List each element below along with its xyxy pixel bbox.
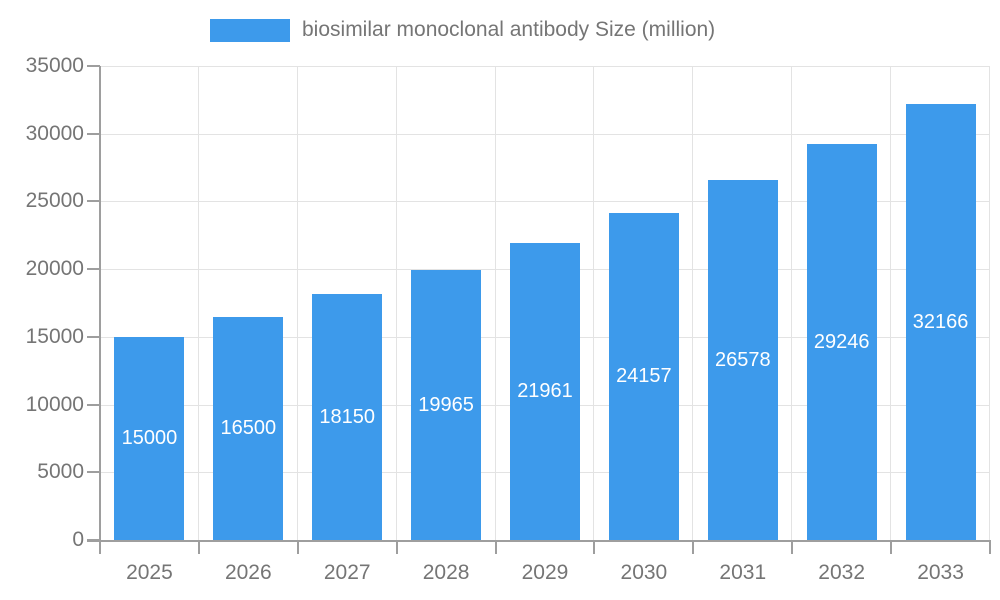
x-axis-tick-label: 2028 — [422, 561, 470, 584]
x-axis-tick-label: 2027 — [323, 561, 371, 584]
x-axis-tick — [197, 540, 200, 554]
y-axis-tick — [87, 335, 100, 338]
y-axis-tick-label: 20000 — [25, 257, 84, 281]
x-axis-line — [87, 540, 990, 542]
x-axis-tick — [296, 540, 299, 554]
y-axis-tick-label: 30000 — [25, 121, 84, 145]
x-gridline — [197, 66, 199, 540]
x-gridline — [989, 66, 990, 540]
x-axis-tick-label: 2032 — [818, 561, 866, 584]
x-axis-tick-label: 2025 — [126, 561, 173, 584]
x-gridline — [890, 66, 892, 540]
bar-2025[interactable] — [114, 336, 185, 540]
x-gridline — [593, 66, 595, 540]
bar-2029[interactable] — [510, 242, 580, 540]
bar-2027[interactable] — [312, 294, 383, 540]
x-gridline — [296, 66, 298, 540]
y-gridline — [100, 133, 990, 135]
y-axis-tick-label: 15000 — [25, 324, 84, 348]
bar-2033[interactable] — [905, 104, 976, 540]
y-axis-line — [99, 66, 101, 554]
x-axis-tick — [791, 540, 794, 554]
y-axis-tick-label: 10000 — [25, 392, 84, 416]
bar-2032[interactable] — [806, 143, 877, 540]
y-axis-tick — [87, 132, 100, 135]
y-gridline — [100, 201, 990, 203]
legend-swatch — [210, 18, 290, 42]
x-axis-tick-label: 2030 — [620, 561, 668, 584]
bar-2031[interactable] — [707, 180, 778, 540]
legend-item[interactable]: biosimilar monoclonal antibody Size (mil… — [210, 18, 715, 42]
y-gridline — [100, 66, 990, 67]
x-axis-tick — [989, 540, 991, 554]
x-gridline — [791, 66, 793, 540]
x-gridline — [494, 66, 496, 540]
x-axis-tick-label: 2026 — [224, 561, 272, 584]
y-axis-tick — [87, 471, 100, 474]
y-axis-tick-label: 0 — [72, 528, 84, 551]
y-axis-tick-label: 25000 — [25, 189, 84, 213]
y-axis-tick — [87, 65, 100, 67]
x-axis-tick-label: 2033 — [917, 561, 964, 584]
bar-2026[interactable] — [213, 316, 284, 540]
bar-2030[interactable] — [608, 212, 679, 540]
y-axis-tick — [87, 268, 100, 271]
y-axis-tick — [87, 200, 100, 203]
x-gridline — [692, 66, 694, 540]
y-axis-tick-label: 35000 — [25, 54, 84, 77]
x-axis-tick-label: 2029 — [521, 561, 569, 584]
x-axis-tick — [494, 540, 497, 554]
x-axis-tick — [395, 540, 398, 554]
plot-area: 0 5000 10000 15000 20000 25000 30000 35000 15000… — [26, 54, 991, 584]
y-axis-tick — [87, 403, 100, 406]
x-axis-tick — [692, 540, 695, 554]
legend-label: biosimilar monoclonal antibody Size (mil… — [302, 18, 716, 41]
bar-2028[interactable] — [411, 269, 482, 540]
x-axis-tick — [593, 540, 596, 554]
y-axis-tick-label: 5000 — [37, 460, 84, 484]
x-axis-tick — [890, 540, 893, 554]
x-axis-tick-label: 2031 — [719, 561, 767, 584]
x-gridline — [395, 66, 397, 540]
